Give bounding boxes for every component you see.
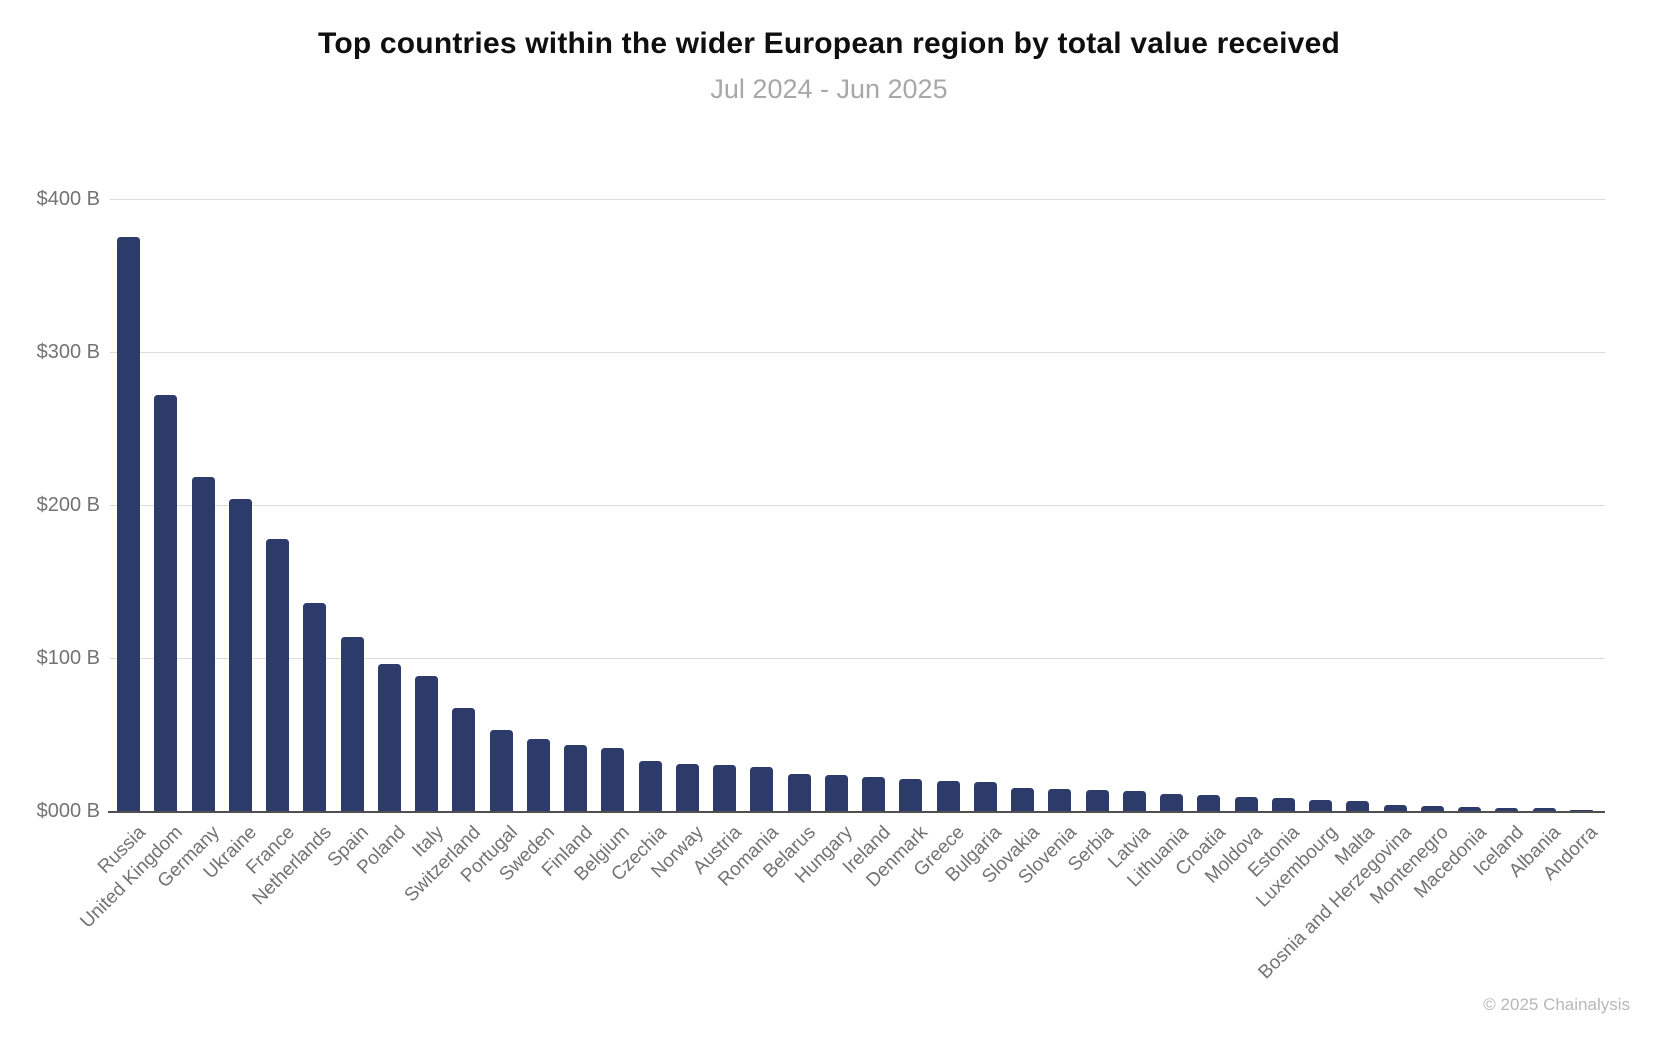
bar-moldova xyxy=(1234,797,1258,811)
bar-denmark xyxy=(899,778,923,811)
bar-spain xyxy=(340,636,364,811)
gridline-100 xyxy=(110,657,1605,659)
bar-estonia xyxy=(1271,797,1295,811)
y-axis-tick-label: $200 B xyxy=(36,494,100,516)
bar-malta xyxy=(1346,801,1370,811)
x-axis-line xyxy=(108,811,1605,813)
bar-slovenia xyxy=(1048,788,1072,811)
bar-croatia xyxy=(1197,794,1221,811)
bar-lithuania xyxy=(1160,794,1184,811)
bar-sweden xyxy=(526,739,550,811)
bar-iceland xyxy=(1495,807,1519,811)
bar-ukraine xyxy=(228,498,252,811)
bar-netherlands xyxy=(303,602,327,811)
y-axis-tick-label: $300 B xyxy=(36,341,100,363)
bar-macedonia xyxy=(1458,807,1482,811)
bar-france xyxy=(266,538,290,811)
bar-albania xyxy=(1532,808,1556,811)
y-axis-tick-label: $100 B xyxy=(36,647,100,669)
bar-norway xyxy=(675,763,699,811)
y-axis-tick-label: $000 B xyxy=(36,800,100,822)
bar-ireland xyxy=(862,776,886,811)
bar-bosnia-and-herzegovina xyxy=(1383,804,1407,811)
chart-subtitle: Jul 2024 - Jun 2025 xyxy=(710,74,948,104)
bar-bulgaria xyxy=(973,781,997,811)
gridline-400 xyxy=(110,198,1605,200)
bar-greece xyxy=(936,781,960,811)
bar-united-kingdom xyxy=(154,394,178,811)
bar-finland xyxy=(564,745,588,811)
gridline-200 xyxy=(110,504,1605,506)
y-axis-tick-label: $400 B xyxy=(36,188,100,210)
bar-switzerland xyxy=(452,708,476,811)
bar-latvia xyxy=(1122,791,1146,811)
bar-portugal xyxy=(489,729,513,811)
bar-russia xyxy=(117,237,141,811)
chart-title: Top countries within the wider European … xyxy=(318,27,1340,60)
bar-belarus xyxy=(787,774,811,811)
bar-poland xyxy=(377,664,401,811)
bar-germany xyxy=(191,477,215,811)
bar-belgium xyxy=(601,748,625,811)
bar-montenegro xyxy=(1420,805,1444,811)
bar-austria xyxy=(713,765,737,811)
bar-hungary xyxy=(824,775,848,811)
gridline-300 xyxy=(110,351,1605,353)
bar-serbia xyxy=(1085,789,1109,811)
bar-italy xyxy=(415,676,439,811)
bar-luxembourg xyxy=(1309,800,1333,811)
bar-andorra xyxy=(1569,810,1593,811)
bar-romania xyxy=(750,767,774,811)
bar-czechia xyxy=(638,761,662,811)
bar-slovakia xyxy=(1011,788,1035,811)
copyright-notice: © 2025 Chainalysis xyxy=(1483,995,1630,1014)
